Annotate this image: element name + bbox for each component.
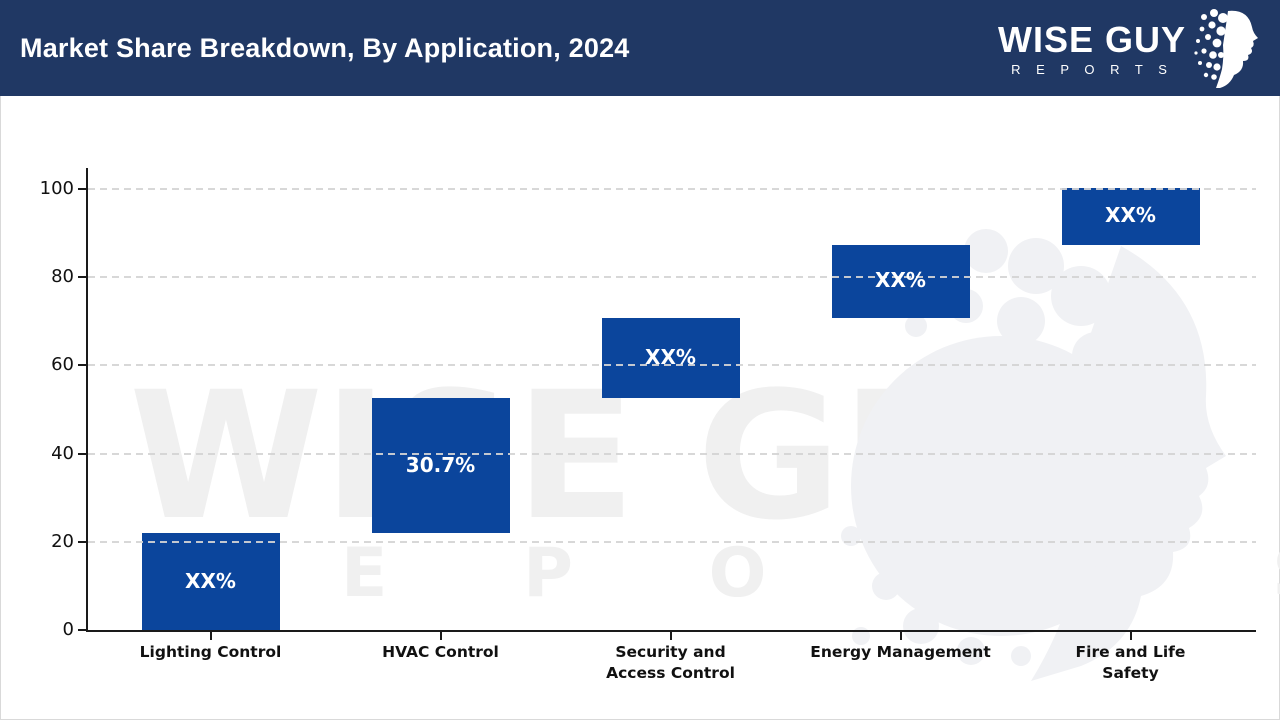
y-axis-line xyxy=(86,168,88,632)
y-tick xyxy=(78,540,86,543)
brand-logo-text: WISE GUY R E P O R T S xyxy=(998,19,1186,77)
x-axis-label: Security and Access Control xyxy=(606,643,735,682)
gridline xyxy=(88,452,1256,455)
y-tick-label: 60 xyxy=(51,354,74,376)
y-tick-label: 100 xyxy=(39,178,74,199)
bar-value-label: XX% xyxy=(185,568,236,593)
gridline xyxy=(88,188,1256,190)
x-tick xyxy=(899,632,902,640)
watermark-head-icon xyxy=(841,229,1226,681)
bar-segment xyxy=(371,398,510,534)
y-tick xyxy=(78,452,86,455)
x-tick xyxy=(669,632,672,640)
y-tick xyxy=(78,364,86,367)
x-axis-label: Energy Management xyxy=(810,643,991,661)
x-axis-line xyxy=(86,630,1256,632)
y-tick-label: 20 xyxy=(51,530,74,552)
brand-subtitle: R E P O R T S xyxy=(1011,62,1173,77)
brand-logo: WISE GUY R E P O R T S xyxy=(998,4,1262,92)
bar-value-label: XX% xyxy=(645,344,696,369)
y-tick-label: 40 xyxy=(51,442,74,464)
bar-segment xyxy=(831,244,970,318)
bar-value-label: XX% xyxy=(875,268,926,293)
y-tick xyxy=(78,276,86,279)
y-tick xyxy=(78,188,86,190)
gridline xyxy=(88,276,1256,279)
gridline xyxy=(88,364,1256,367)
x-axis-label: Lighting Control xyxy=(139,643,282,661)
wise-guy-head-icon xyxy=(1194,9,1258,88)
y-tick-label: 0 xyxy=(62,619,74,640)
header-bar: Market Share Breakdown, By Application, … xyxy=(0,0,1280,96)
page-title: Market Share Breakdown, By Application, … xyxy=(20,32,630,63)
y-tick xyxy=(78,629,86,631)
bar-segment xyxy=(141,533,280,630)
x-tick xyxy=(1129,632,1132,640)
bar-value-label: 30.7% xyxy=(405,452,476,477)
bar-segment xyxy=(601,317,740,399)
x-axis-label: HVAC Control xyxy=(382,643,499,661)
x-tick xyxy=(209,632,212,640)
x-axis-label: Fire and Life Safety xyxy=(1075,643,1186,682)
bar-value-label: XX% xyxy=(1105,203,1156,228)
brand-name: WISE GUY xyxy=(997,19,1186,60)
x-tick xyxy=(439,632,442,640)
bar-segment xyxy=(1061,188,1200,245)
y-tick-label: 80 xyxy=(51,266,74,288)
gridline xyxy=(88,540,1256,543)
